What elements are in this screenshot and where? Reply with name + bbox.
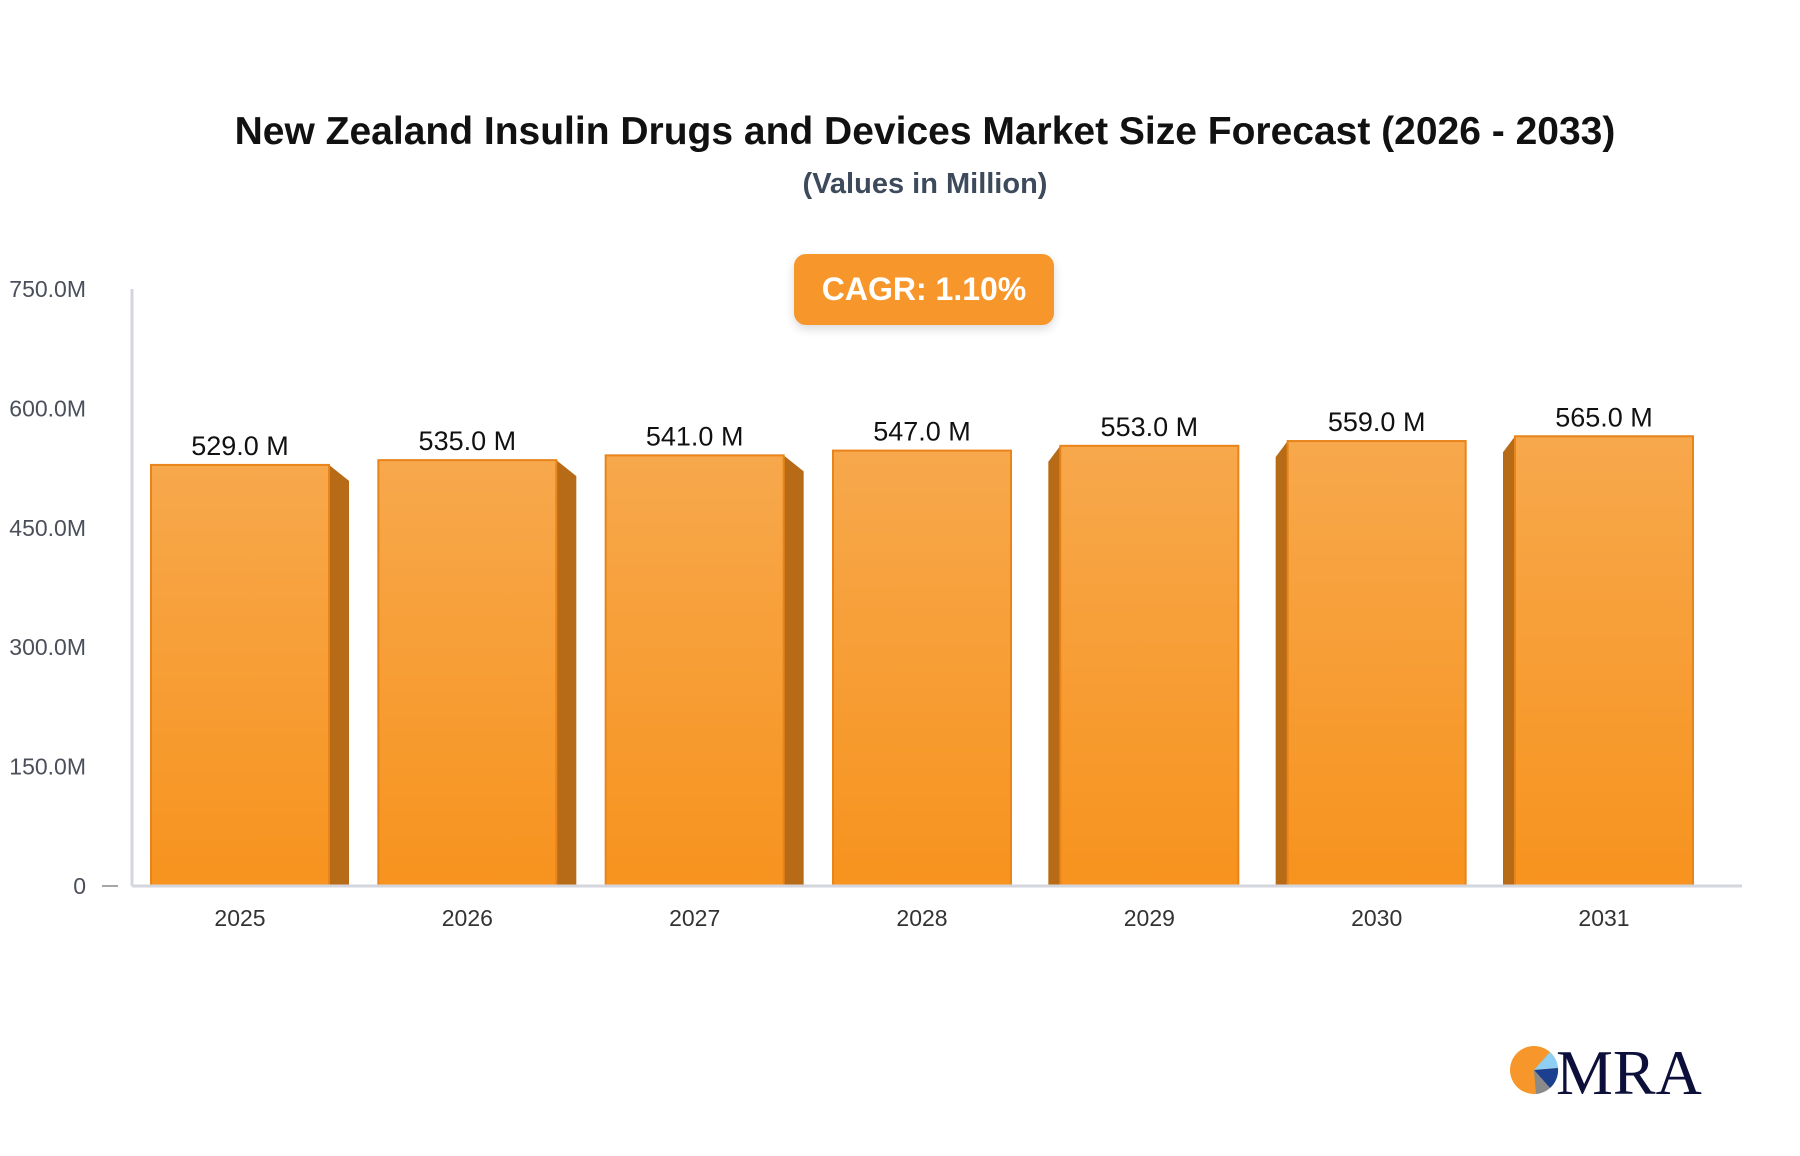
y-tick-label: 750.0M [9, 276, 86, 302]
bar-2027 [604, 454, 785, 887]
x-tick-label: 2031 [1578, 905, 1629, 931]
data-label: 529.0 M [191, 431, 289, 461]
x-tick-label: 2029 [1124, 905, 1175, 931]
bar-side [1048, 445, 1061, 886]
bar-2031 [1514, 435, 1694, 887]
mra-logo: MRA [1506, 1036, 1706, 1100]
bar-side [556, 460, 577, 886]
bar-2026 [377, 459, 558, 887]
bar-side [1503, 436, 1515, 886]
bar-side [329, 464, 349, 886]
data-label: 565.0 M [1555, 402, 1653, 432]
y-tick-label: 600.0M [9, 395, 86, 421]
x-tick-label: 2026 [442, 905, 493, 931]
chart-subtitle: (Values in Million) [802, 168, 1048, 200]
bar-side [1275, 441, 1288, 886]
x-tick-label: 2030 [1351, 905, 1402, 931]
x-tick-label: 2028 [896, 905, 947, 931]
bar-side [783, 455, 804, 886]
data-label: 535.0 M [419, 426, 517, 456]
bar-2025 [150, 463, 330, 887]
data-label: 547.0 M [873, 417, 971, 447]
data-label: 559.0 M [1328, 407, 1426, 437]
logo-text: MRA [1556, 1037, 1702, 1100]
y-tick-label: 150.0M [9, 754, 86, 780]
y-tick-label: 0 [73, 873, 86, 899]
y-tick-label: 450.0M [9, 515, 86, 541]
chart-title: New Zealand Insulin Drugs and Devices Ma… [234, 110, 1616, 153]
x-tick-label: 2025 [214, 905, 265, 931]
logo-pie-icon: MRA [1510, 1037, 1702, 1100]
x-tick-label: 2027 [669, 905, 720, 931]
data-label: 553.0 M [1101, 412, 1199, 442]
bar-2030 [1286, 440, 1467, 887]
bar-2029 [1059, 444, 1240, 887]
cagr-badge: CAGR: 1.10% [794, 254, 1054, 325]
y-tick-label: 300.0M [9, 634, 86, 660]
data-label: 541.0 M [646, 421, 744, 451]
bar-2028 [832, 449, 1012, 887]
